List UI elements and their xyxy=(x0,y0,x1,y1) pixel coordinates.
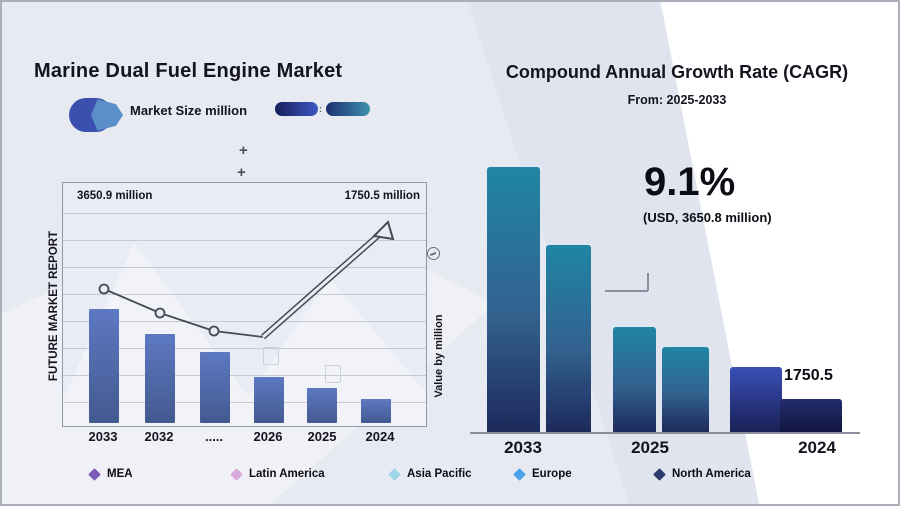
legend-item-north-america: North America xyxy=(653,467,751,481)
legend-label: North America xyxy=(672,468,751,480)
legend-item-latin-america: Latin America xyxy=(230,467,325,481)
plus-mark-top: + xyxy=(239,142,248,159)
gradient-pill-left xyxy=(275,102,318,116)
legend-item-asia-pacific: Asia Pacific xyxy=(388,467,472,481)
minus-circle-icon xyxy=(427,247,440,260)
bracket-line xyxy=(605,290,648,292)
legend-label: Europe xyxy=(532,468,572,480)
gradient-pill-right xyxy=(326,102,370,116)
cagr-usd-label: (USD, 3650.8 million) xyxy=(643,210,772,225)
plus-mark-bottom: + xyxy=(237,164,246,181)
document-watermark-icon xyxy=(263,347,279,365)
x-label-.....: ..... xyxy=(204,429,224,444)
bracket-line xyxy=(647,273,649,291)
cagr-bar-2024-2 xyxy=(780,399,842,432)
cagr-bar-2033-1 xyxy=(487,167,540,432)
cagr-title: Compound Annual Growth Rate (CAGR) xyxy=(505,62,849,82)
legend-item-mea: MEA xyxy=(88,467,133,481)
cagr-bar-2024-1 xyxy=(730,367,782,432)
document-watermark-icon xyxy=(325,365,341,383)
side-label-future-market-report: FUTURE MARKET REPORT xyxy=(48,230,60,382)
region-legend: MEA Latin America Asia Pacific Europe North … xyxy=(2,467,898,488)
cagr-chart-baseline xyxy=(470,432,860,434)
x-label-2032: 2032 xyxy=(144,429,174,444)
market-bar-..... xyxy=(200,352,230,423)
x-label-2024: 2024 xyxy=(365,429,395,444)
value-2024-label: 1750.5 million xyxy=(344,190,420,202)
market-bar-2025 xyxy=(307,388,337,423)
trend-line-arrow xyxy=(98,220,395,340)
value-1750-label: 1750.5 xyxy=(784,367,833,384)
market-size-label: Market Size million xyxy=(130,103,248,118)
x-label-2026: 2026 xyxy=(253,429,283,444)
x-label-2025: 2025 xyxy=(307,429,337,444)
left-chart-x-axis: 2033 2032..... 2026 2025 2024 xyxy=(62,429,427,445)
legend-diamond-icon xyxy=(388,467,401,481)
value-2033-label: 3650.9 million xyxy=(77,190,153,202)
legend-item-europe: Europe xyxy=(513,467,572,481)
market-size-chart-panel: 3650.9 million 1750.5 million xyxy=(62,182,427,427)
cagr-bar-2025-1 xyxy=(613,327,656,432)
legend-diamond-icon xyxy=(230,467,243,481)
y-axis-label-value-by-million: Value by million xyxy=(433,314,445,398)
cagr-bar-2033-2 xyxy=(546,245,591,432)
cagr-bar-2025-2 xyxy=(662,347,709,432)
legend-label: Asia Pacific xyxy=(407,468,472,480)
legend-diamond-icon xyxy=(88,467,101,481)
legend-label: MEA xyxy=(107,468,133,480)
cagr-chart: 2033 2025 2024 9.1% (USD, 3650.8 million) … xyxy=(462,152,867,462)
page-title: Marine Dual Fuel Engine Market xyxy=(34,60,343,82)
market-bar-2026 xyxy=(254,377,284,423)
cagr-x-label-2033: 2033 xyxy=(504,438,542,457)
cagr-x-label-2024: 2024 xyxy=(798,438,836,457)
market-bar-2032 xyxy=(145,334,175,423)
cylinder-icon xyxy=(69,98,123,132)
legend-diamond-icon xyxy=(653,467,666,481)
market-bar-2033 xyxy=(89,309,119,423)
legend-diamond-icon xyxy=(513,467,526,481)
pill-separator: : xyxy=(319,104,322,114)
cagr-x-label-2025: 2025 xyxy=(631,438,669,457)
legend-label: Latin America xyxy=(249,468,325,480)
cagr-subtitle: From: 2025-2033 xyxy=(627,93,727,107)
x-label-2033: 2033 xyxy=(88,429,118,444)
cagr-percentage: 9.1% xyxy=(644,160,736,204)
market-bar-2024 xyxy=(361,399,391,423)
